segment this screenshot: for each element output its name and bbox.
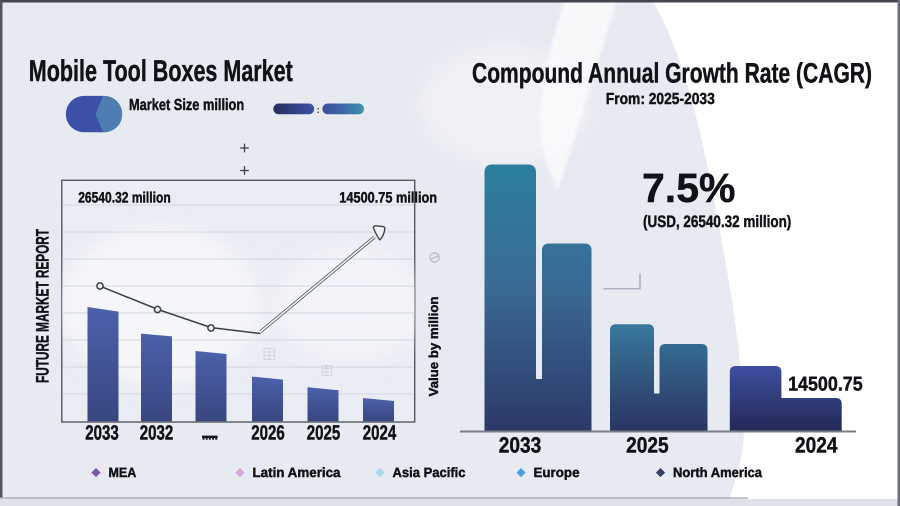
- svg-text:Compound Annual Growth Rate (C: Compound Annual Growth Rate (CAGR): [472, 58, 872, 89]
- svg-text:2033: 2033: [85, 422, 119, 445]
- svg-text:From: 2025-2033: From: 2025-2033: [606, 91, 715, 108]
- svg-text:(USD, 26540.32 million): (USD, 26540.32 million): [643, 213, 791, 231]
- svg-text:MEA: MEA: [109, 465, 137, 480]
- svg-text:2025: 2025: [307, 422, 341, 445]
- svg-text:7.5%: 7.5%: [642, 165, 735, 211]
- svg-text:2026: 2026: [251, 422, 285, 445]
- svg-text:2033: 2033: [499, 432, 542, 457]
- svg-text:2032: 2032: [140, 422, 174, 445]
- svg-text:2024: 2024: [363, 422, 397, 445]
- svg-text:2024: 2024: [795, 432, 838, 457]
- svg-text:Asia Pacific: Asia Pacific: [393, 465, 466, 480]
- svg-text:Market Size million: Market Size million: [129, 97, 244, 114]
- svg-text:Value by million: Value by million: [426, 296, 441, 396]
- svg-text:Latin America: Latin America: [253, 465, 341, 480]
- svg-text:North America: North America: [673, 465, 762, 480]
- svg-text:Europe: Europe: [534, 465, 580, 480]
- svg-text:Mobile Tool Boxes Market: Mobile Tool Boxes Market: [29, 55, 293, 88]
- svg-text:FUTURE MARKET REPORT: FUTURE MARKET REPORT: [32, 229, 52, 383]
- svg-text:14500.75: 14500.75: [788, 373, 863, 395]
- svg-text::: :: [317, 105, 320, 116]
- svg-text:14500.75 million: 14500.75 million: [339, 189, 437, 206]
- svg-text:+: +: [239, 160, 250, 180]
- svg-text:+: +: [239, 138, 250, 158]
- svg-text:2025: 2025: [626, 432, 669, 457]
- svg-text:26540.32 million: 26540.32 million: [78, 189, 171, 206]
